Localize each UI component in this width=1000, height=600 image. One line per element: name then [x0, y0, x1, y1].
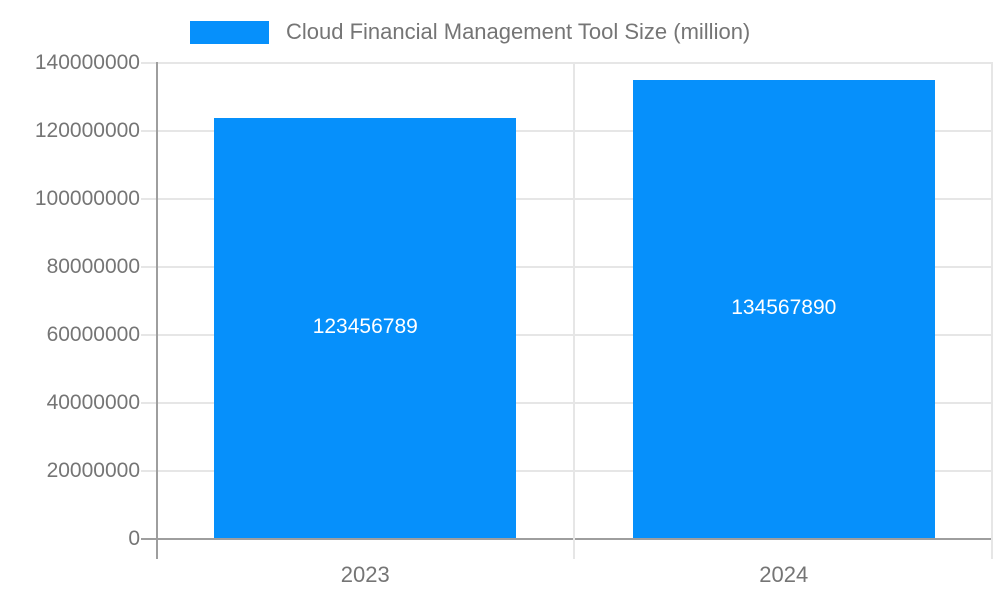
x-axis-label: 2024 [759, 562, 809, 587]
y-axis-tick [141, 470, 156, 472]
y-gridline [158, 470, 993, 472]
bar-value-label: 134567890 [731, 296, 837, 320]
bar-2024[interactable] [632, 80, 935, 538]
y-axis-tick [141, 62, 156, 64]
y-axis-label: 60000000 [46, 323, 140, 346]
y-axis-label: 100000000 [34, 187, 140, 210]
legend-label: Cloud Financial Management Tool Size (mi… [286, 19, 751, 44]
legend-swatch-icon [190, 20, 269, 44]
legend[interactable]: Cloud Financial Management Tool Size (mi… [190, 19, 750, 45]
bar-2023[interactable] [214, 118, 517, 538]
y-gridline [158, 198, 993, 200]
y-gridline [158, 130, 993, 132]
y-axis-label: 140000000 [34, 51, 140, 74]
y-axis-tick [141, 198, 156, 200]
y-axis-label: 80000000 [46, 255, 140, 278]
y-axis-label: 20000000 [46, 459, 140, 482]
x-axis-label: 2023 [340, 562, 390, 587]
y-gridline [158, 334, 993, 336]
y-axis-tick [141, 130, 156, 132]
category-divider [991, 62, 993, 559]
y-axis-label: 120000000 [34, 119, 140, 142]
y-axis-line [156, 62, 158, 559]
bar-value-label: 123456789 [312, 315, 418, 339]
category-divider [572, 62, 575, 559]
y-axis-tick [141, 402, 156, 404]
y-axis-label: 40000000 [46, 391, 140, 414]
y-axis-tick [141, 538, 156, 540]
y-gridline [158, 402, 993, 404]
y-axis-tick [141, 334, 156, 336]
y-gridline [158, 62, 993, 64]
x-axis-line [156, 538, 993, 540]
y-gridline [158, 266, 993, 268]
y-axis-label: 0 [128, 527, 140, 550]
y-axis-tick [141, 266, 156, 268]
